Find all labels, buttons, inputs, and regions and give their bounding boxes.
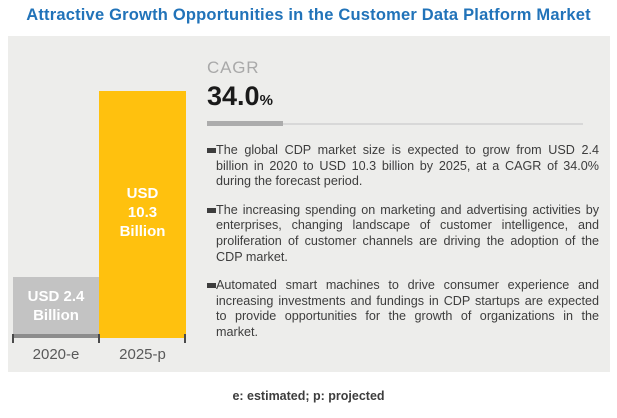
list-item: The increasing spending on marketing and…: [207, 203, 599, 265]
footnote: e: estimated; p: projected: [232, 389, 385, 403]
cagr-value: 34.0: [207, 81, 260, 111]
bullet-square-icon: [207, 283, 216, 289]
divider-rule-thick: [207, 121, 283, 126]
bullet-square-icon: [207, 148, 216, 153]
page-title: Attractive Growth Opportunities in the C…: [26, 6, 591, 24]
x-axis-label-2025: 2025-p: [119, 346, 166, 363]
cagr-value-row: 34.0%: [207, 81, 599, 112]
list-item: Automated smart machines to drive consum…: [207, 278, 599, 340]
list-item: The global CDP market size is expected t…: [207, 143, 599, 190]
x-axis-label-2020: 2020-e: [32, 346, 80, 363]
bar-2025: USD 10.3 Billion: [99, 91, 186, 334]
divider-rule: [207, 121, 583, 126]
x-axis-tick: [98, 334, 100, 343]
bullet-text: The global CDP market size is expected t…: [216, 143, 599, 189]
divider-rule-thin: [207, 123, 583, 125]
bar-2025-value-label: USD 10.3 Billion: [119, 185, 166, 240]
x-axis-tick: [184, 334, 186, 343]
bullet-text: The increasing spending on marketing and…: [216, 202, 599, 264]
x-axis-segment-2025: [99, 334, 186, 338]
bullet-text: Automated smart machines to drive consum…: [216, 278, 599, 339]
bullet-list: The global CDP market size is expected t…: [207, 143, 599, 341]
x-axis-tick: [12, 334, 14, 343]
summary-column: CAGR 34.0% The global CDP market size is…: [207, 36, 599, 354]
cagr-percent-sign: %: [259, 92, 273, 109]
bullet-square-icon: [207, 207, 216, 213]
x-axis-segment-2020: [13, 334, 99, 338]
chart-panel: USD 2.4 Billion USD 10.3 Billion 2020-e …: [8, 36, 610, 372]
bar-2020-value-label: USD 2.4 Billion: [27, 287, 85, 324]
bar-2020: USD 2.4 Billion: [13, 277, 99, 334]
cagr-label: CAGR: [207, 58, 260, 77]
